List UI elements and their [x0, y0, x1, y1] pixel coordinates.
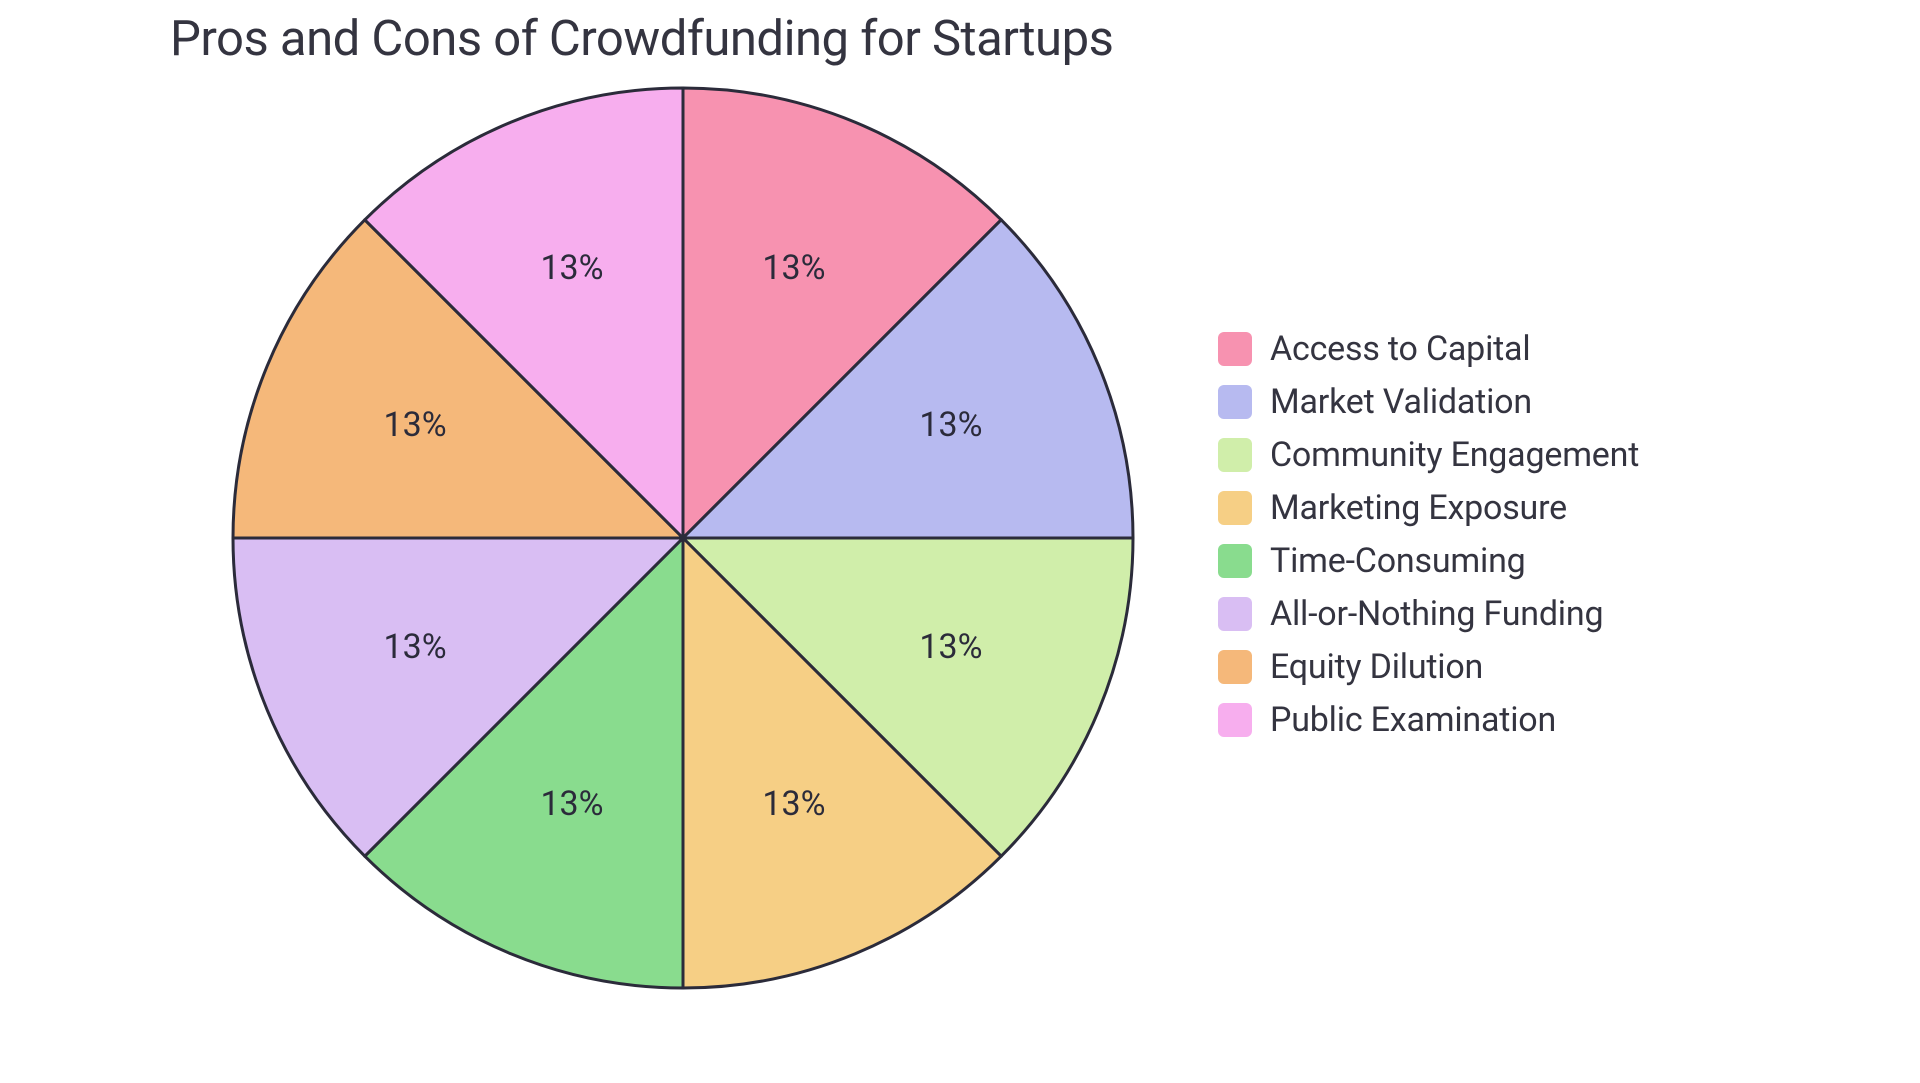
slice-label: 13%	[540, 784, 603, 824]
legend-label: Marketing Exposure	[1270, 488, 1567, 528]
legend-label: Access to Capital	[1270, 329, 1530, 369]
legend-swatch	[1218, 597, 1252, 631]
chart-container: Pros and Cons of Crowdfunding for Startu…	[0, 0, 1920, 1083]
legend-label: Market Validation	[1270, 382, 1532, 422]
legend-swatch	[1218, 544, 1252, 578]
pie-svg: 13% 13% 13% 13% 13% 13% 13% 13%	[230, 85, 1136, 991]
legend-item[interactable]: All-or-Nothing Funding	[1218, 587, 1639, 640]
legend-swatch	[1218, 332, 1252, 366]
legend-swatch	[1218, 438, 1252, 472]
legend-item[interactable]: Time-Consuming	[1218, 534, 1639, 587]
pie-chart: 13% 13% 13% 13% 13% 13% 13% 13%	[230, 85, 1136, 995]
legend-item[interactable]: Public Examination	[1218, 693, 1639, 746]
legend-item[interactable]: Equity Dilution	[1218, 640, 1639, 693]
slice-label: 13%	[540, 248, 603, 288]
slice-label: 13%	[762, 248, 825, 288]
legend-item[interactable]: Access to Capital	[1218, 322, 1639, 375]
legend-label: All-or-Nothing Funding	[1270, 594, 1603, 634]
legend-swatch	[1218, 491, 1252, 525]
legend-swatch	[1218, 385, 1252, 419]
legend-label: Public Examination	[1270, 700, 1556, 740]
legend-item[interactable]: Marketing Exposure	[1218, 481, 1639, 534]
legend-label: Time-Consuming	[1270, 541, 1526, 581]
slice-label: 13%	[919, 627, 982, 667]
slice-label: 13%	[384, 627, 447, 667]
legend-swatch	[1218, 650, 1252, 684]
slice-label: 13%	[919, 405, 982, 445]
legend-item[interactable]: Market Validation	[1218, 375, 1639, 428]
chart-title: Pros and Cons of Crowdfunding for Startu…	[170, 10, 1113, 67]
legend-swatch	[1218, 703, 1252, 737]
legend-item[interactable]: Community Engagement	[1218, 428, 1639, 481]
legend: Access to Capital Market Validation Commun…	[1218, 322, 1639, 746]
slice-label: 13%	[384, 405, 447, 445]
legend-label: Community Engagement	[1270, 435, 1639, 475]
slice-label: 13%	[762, 784, 825, 824]
legend-label: Equity Dilution	[1270, 647, 1483, 687]
